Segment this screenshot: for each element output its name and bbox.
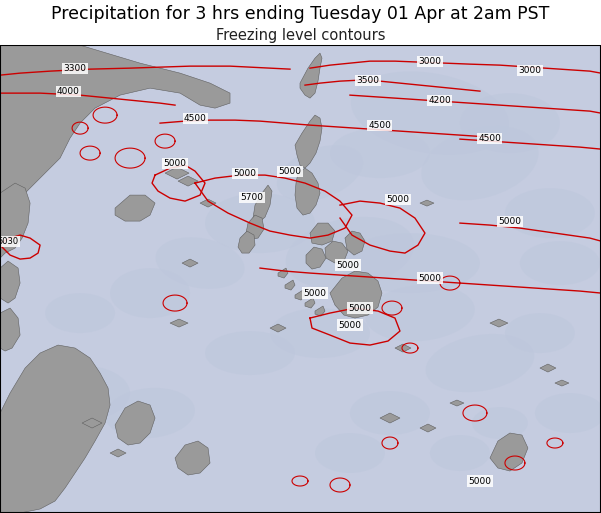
Polygon shape	[420, 424, 436, 432]
Ellipse shape	[365, 285, 475, 341]
Polygon shape	[170, 319, 188, 327]
Ellipse shape	[30, 365, 130, 421]
Polygon shape	[115, 401, 155, 445]
Text: 5000: 5000	[163, 159, 186, 168]
Polygon shape	[0, 45, 230, 233]
Ellipse shape	[285, 217, 414, 289]
Text: 5000: 5000	[337, 261, 359, 269]
Ellipse shape	[205, 331, 295, 375]
Ellipse shape	[351, 71, 509, 155]
Polygon shape	[253, 185, 272, 223]
Polygon shape	[306, 247, 326, 269]
Polygon shape	[345, 231, 365, 255]
Polygon shape	[278, 268, 288, 278]
Polygon shape	[0, 345, 110, 513]
Text: 5000: 5000	[498, 216, 522, 226]
Ellipse shape	[421, 126, 538, 200]
Text: 5700: 5700	[240, 192, 263, 202]
Polygon shape	[200, 199, 216, 207]
Polygon shape	[490, 433, 528, 471]
Polygon shape	[82, 418, 102, 428]
Ellipse shape	[350, 391, 430, 435]
Polygon shape	[238, 231, 255, 253]
Ellipse shape	[205, 193, 315, 253]
Polygon shape	[165, 167, 189, 179]
Ellipse shape	[270, 308, 370, 358]
Ellipse shape	[340, 233, 480, 293]
Text: Freezing level contours: Freezing level contours	[216, 28, 385, 43]
Polygon shape	[0, 261, 20, 303]
Polygon shape	[305, 298, 315, 308]
Polygon shape	[330, 271, 382, 318]
Polygon shape	[300, 53, 322, 98]
Text: 5000: 5000	[304, 289, 326, 298]
Polygon shape	[555, 380, 569, 386]
Text: 5000: 5000	[468, 477, 492, 485]
Polygon shape	[315, 306, 325, 316]
Polygon shape	[295, 115, 322, 168]
Polygon shape	[310, 223, 335, 245]
Polygon shape	[115, 195, 155, 221]
Text: 5000: 5000	[278, 167, 302, 175]
Text: 4500: 4500	[183, 113, 207, 123]
Polygon shape	[182, 259, 198, 267]
Ellipse shape	[156, 237, 245, 289]
Text: 5030: 5030	[0, 236, 19, 246]
Ellipse shape	[277, 145, 363, 201]
Text: Precipitation for 3 hrs ending Tuesday 01 Apr at 2am PST: Precipitation for 3 hrs ending Tuesday 0…	[51, 5, 550, 23]
Text: 5000: 5000	[234, 169, 257, 177]
Ellipse shape	[426, 334, 534, 392]
Text: 3300: 3300	[64, 64, 87, 73]
Text: 4000: 4000	[56, 87, 79, 95]
Text: 3000: 3000	[519, 66, 542, 74]
Polygon shape	[285, 280, 295, 290]
Ellipse shape	[105, 388, 195, 438]
Text: 3000: 3000	[418, 56, 442, 66]
Text: 5000: 5000	[349, 304, 371, 312]
Text: 4200: 4200	[429, 95, 451, 105]
Ellipse shape	[460, 93, 560, 153]
Ellipse shape	[505, 188, 595, 238]
Ellipse shape	[110, 268, 190, 318]
Polygon shape	[325, 241, 348, 263]
Text: 3500: 3500	[356, 75, 379, 85]
Polygon shape	[540, 364, 556, 372]
Ellipse shape	[315, 433, 385, 473]
Ellipse shape	[472, 407, 528, 439]
Text: 4500: 4500	[368, 121, 391, 130]
Polygon shape	[175, 441, 210, 475]
Polygon shape	[295, 168, 320, 215]
Ellipse shape	[45, 293, 115, 333]
Polygon shape	[270, 324, 286, 332]
Ellipse shape	[505, 313, 575, 353]
Ellipse shape	[330, 128, 430, 178]
Ellipse shape	[520, 241, 600, 285]
Polygon shape	[110, 449, 126, 457]
Polygon shape	[178, 176, 198, 186]
Ellipse shape	[430, 435, 490, 471]
Polygon shape	[395, 344, 411, 352]
Polygon shape	[380, 413, 400, 423]
Polygon shape	[0, 308, 20, 351]
Text: 5000: 5000	[338, 321, 361, 329]
Polygon shape	[295, 290, 305, 300]
Polygon shape	[0, 183, 30, 258]
Text: 4500: 4500	[478, 133, 501, 143]
Ellipse shape	[535, 393, 601, 433]
Polygon shape	[246, 215, 264, 239]
Polygon shape	[490, 319, 508, 327]
Polygon shape	[450, 400, 464, 406]
Text: 5000: 5000	[386, 194, 409, 204]
Text: 5000: 5000	[418, 273, 442, 283]
Polygon shape	[420, 200, 434, 206]
